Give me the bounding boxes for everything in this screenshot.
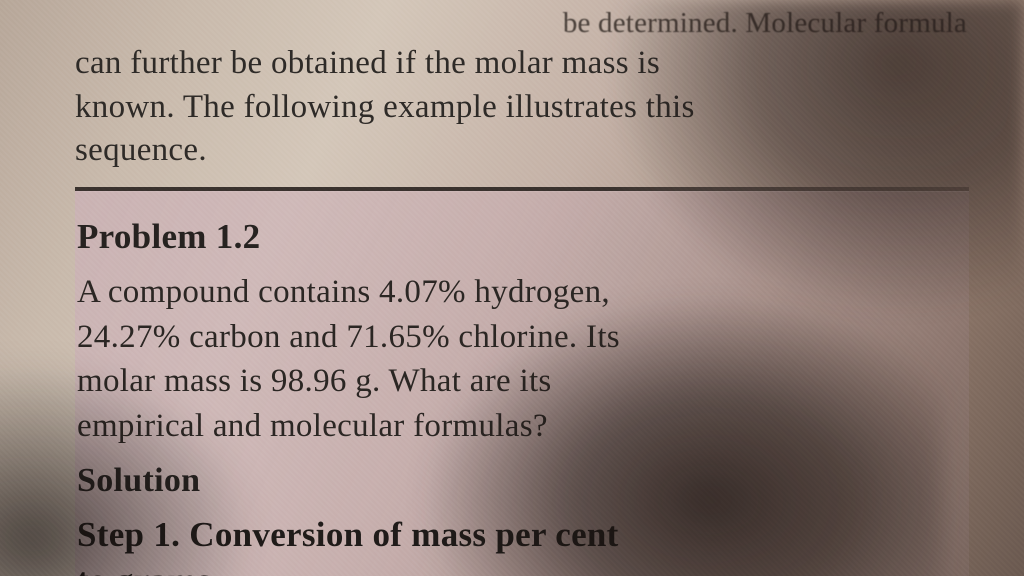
solution-heading: Solution xyxy=(77,458,959,504)
step-line-2: to grams xyxy=(77,561,211,576)
problem-line-2: 24.27% carbon and 71.65% chlorine. Its xyxy=(77,319,620,355)
intro-line-3: sequence. xyxy=(75,132,207,168)
intro-line-2: known. The following example illustrates… xyxy=(75,89,695,125)
intro-paragraph: be determined. Molecular formula can fur… xyxy=(75,0,969,173)
problem-line-1: A compound contains 4.07% hydrogen, xyxy=(77,274,610,310)
textbook-page-photo: be determined. Molecular formula can fur… xyxy=(0,0,1024,576)
cutoff-line: be determined. Molecular formula xyxy=(75,4,967,42)
worked-example-box: Problem 1.2 A compound contains 4.07% hy… xyxy=(75,191,969,576)
step-1: Step 1. Conversion of mass per cent to g… xyxy=(77,512,959,576)
problem-line-3: molar mass is 98.96 g. What are its xyxy=(77,363,552,399)
intro-line-1: can further be obtained if the molar mas… xyxy=(75,45,660,81)
problem-body: A compound contains 4.07% hydrogen, 24.2… xyxy=(77,270,959,448)
problem-line-4: empirical and molecular formulas? xyxy=(77,408,548,444)
problem-heading: Problem 1.2 xyxy=(77,213,959,260)
step-line-1: Step 1. Conversion of mass per cent xyxy=(77,515,619,554)
